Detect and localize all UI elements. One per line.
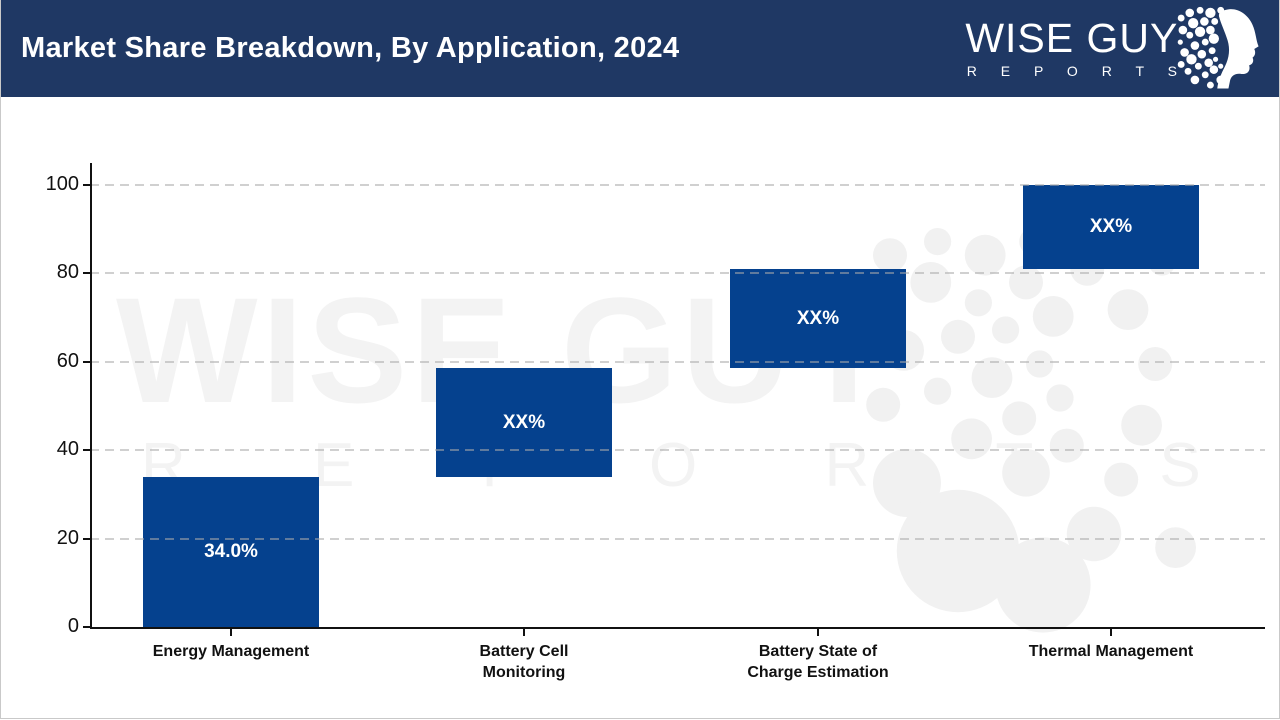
logo-text: WISE GUY R E P O R T S xyxy=(957,15,1187,80)
x-tick-mark xyxy=(1110,629,1112,636)
y-tick-label: 100 xyxy=(45,173,79,195)
x-category-label: Thermal Management xyxy=(1028,643,1194,660)
watermark-head-dots-icon xyxy=(866,228,1196,633)
y-axis-spine xyxy=(90,162,92,629)
y-tick-label: 20 xyxy=(56,526,79,549)
chart-canvas: WISE GUY R E P O R T S 0 20 40 60 80 100 34.0%… xyxy=(1,97,1279,718)
x-axis-spine xyxy=(90,627,1265,629)
x-category-label: Energy Management xyxy=(152,643,310,660)
gridline xyxy=(90,360,1265,363)
y-tick-mark xyxy=(83,626,90,628)
y-tick-label: 80 xyxy=(56,261,79,284)
header-banner: Market Share Breakdown, By Application, … xyxy=(1,0,1279,97)
bar-value-label: XX% xyxy=(502,411,546,433)
logo-wordmark: WISE GUY xyxy=(965,15,1179,61)
y-tick-mark xyxy=(83,360,90,363)
y-tick-label: 40 xyxy=(56,438,79,461)
y-tick-mark xyxy=(83,272,90,275)
bar-value-label: XX% xyxy=(796,307,840,329)
gridline xyxy=(90,272,1265,275)
x-tick-mark xyxy=(230,629,232,636)
y-tick-mark xyxy=(83,184,90,186)
logo-head-profile-icon xyxy=(1177,6,1259,89)
gridline xyxy=(90,537,1265,540)
x-tick-mark xyxy=(817,629,819,636)
waterfall-bar xyxy=(1023,185,1199,269)
x-tick-mark xyxy=(523,629,525,636)
waterfall-bar xyxy=(730,268,906,369)
x-category-label: Battery Cell Monitoring xyxy=(479,643,569,681)
waterfall-bar xyxy=(143,476,319,627)
bar-value-label: XX% xyxy=(1089,215,1133,237)
y-tick-mark xyxy=(83,449,90,452)
x-category-label: Battery State of Charge Estimation xyxy=(747,643,889,681)
y-tick-label: 60 xyxy=(56,349,79,372)
y-tick-mark xyxy=(83,537,90,540)
gridline xyxy=(90,184,1265,186)
y-tick-label: 0 xyxy=(67,615,79,637)
page-title: Market Share Breakdown, By Application, … xyxy=(21,32,680,64)
logo-subtitle: R E P O R T S xyxy=(966,63,1187,79)
wise-guy-reports-logo: WISE GUY R E P O R T S xyxy=(957,6,1265,92)
gridline xyxy=(90,449,1265,452)
waterfall-bar xyxy=(436,368,612,477)
bar-value-label: 34.0% xyxy=(204,540,258,562)
